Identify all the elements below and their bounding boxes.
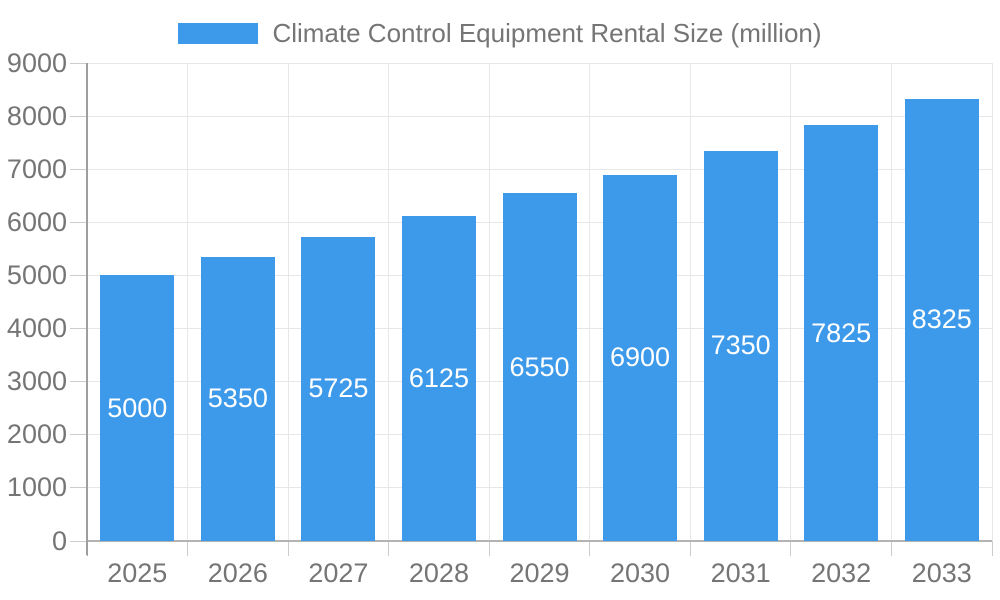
chart-legend: Climate Control Equipment Rental Size (m… <box>0 18 1000 48</box>
bar-2031[interactable]: 7350 <box>703 150 778 541</box>
y-axis-tick <box>70 434 87 436</box>
gridline-vertical <box>488 63 490 541</box>
y-axis-tick <box>70 540 87 542</box>
y-axis-label: 0 <box>51 525 67 556</box>
bar-value-label: 6550 <box>509 351 570 382</box>
y-axis-tick <box>70 115 87 117</box>
bar-2032[interactable]: 7825 <box>804 125 879 541</box>
x-axis-tick <box>187 541 189 556</box>
bar-value-label: 7825 <box>811 317 872 348</box>
x-axis-label: 2025 <box>107 558 168 588</box>
plot-area: 5000 5350 5725 6125 6550 6900 7350 7825 8325 <box>70 62 993 556</box>
y-axis-tick <box>70 487 87 489</box>
gridline-vertical <box>991 63 993 541</box>
y-axis-line <box>86 63 88 555</box>
bar-value-label: 5350 <box>207 383 268 414</box>
x-axis-tick <box>890 541 892 556</box>
x-axis-label: 2031 <box>710 558 771 588</box>
legend-swatch <box>178 22 259 44</box>
x-axis-tick <box>790 541 792 556</box>
bar-value-label: 6900 <box>610 342 671 373</box>
gridline-vertical <box>187 63 189 541</box>
x-axis-label: 2027 <box>308 558 369 588</box>
bar-value-label: 5725 <box>308 373 369 404</box>
x-axis-label: 2030 <box>610 558 671 588</box>
y-axis-tick <box>70 381 87 383</box>
y-axis-tick <box>70 221 87 223</box>
y-axis-label: 3000 <box>6 366 67 397</box>
y-axis-tick <box>70 168 87 170</box>
gridline-horizontal <box>87 62 992 64</box>
bar-value-label: 8325 <box>911 304 972 335</box>
y-axis-label: 8000 <box>6 100 67 131</box>
y-axis-label: 6000 <box>6 206 67 237</box>
chart-title: Climate Control Equipment Rental Size (m… <box>272 17 822 48</box>
y-axis-label: 5000 <box>6 259 67 290</box>
bar-value-label: 7350 <box>710 330 771 361</box>
bar-2033[interactable]: 8325 <box>904 98 979 541</box>
x-axis-tick <box>287 541 289 556</box>
gridline-horizontal <box>87 168 992 170</box>
x-axis-tick <box>488 541 490 556</box>
x-axis-tick <box>689 541 691 556</box>
gridline-horizontal <box>87 115 992 117</box>
gridline-vertical <box>689 63 691 541</box>
x-axis-tick <box>991 541 993 556</box>
y-axis-tick <box>70 62 87 64</box>
x-axis-label: 2033 <box>911 558 972 588</box>
gridline-vertical <box>589 63 591 541</box>
x-axis-label: 2026 <box>207 558 268 588</box>
bar-value-label: 6125 <box>408 362 469 393</box>
x-axis-line <box>87 540 992 542</box>
y-axis-tick <box>70 274 87 276</box>
bar-2030[interactable]: 6900 <box>603 174 678 541</box>
y-axis-label: 9000 <box>6 47 67 78</box>
x-axis-tick <box>589 541 591 556</box>
x-axis-label: 2029 <box>509 558 570 588</box>
y-axis-label: 1000 <box>6 472 67 503</box>
y-axis-label: 7000 <box>6 153 67 184</box>
bar-2026[interactable]: 5350 <box>200 256 275 541</box>
x-axis-label: 2028 <box>408 558 469 588</box>
bar-value-label: 5000 <box>107 392 168 423</box>
y-axis-label: 2000 <box>6 419 67 450</box>
y-axis-label: 4000 <box>6 313 67 344</box>
gridline-vertical <box>287 63 289 541</box>
x-axis-tick <box>388 541 390 556</box>
bar-2027[interactable]: 5725 <box>301 236 376 541</box>
bar-2025[interactable]: 5000 <box>100 275 175 541</box>
bar-2029[interactable]: 6550 <box>502 193 577 541</box>
x-axis-label: 2032 <box>811 558 872 588</box>
gridline-vertical <box>388 63 390 541</box>
gridline-vertical <box>890 63 892 541</box>
bar-2028[interactable]: 6125 <box>401 215 476 541</box>
gridline-vertical <box>790 63 792 541</box>
y-axis-tick <box>70 328 87 330</box>
